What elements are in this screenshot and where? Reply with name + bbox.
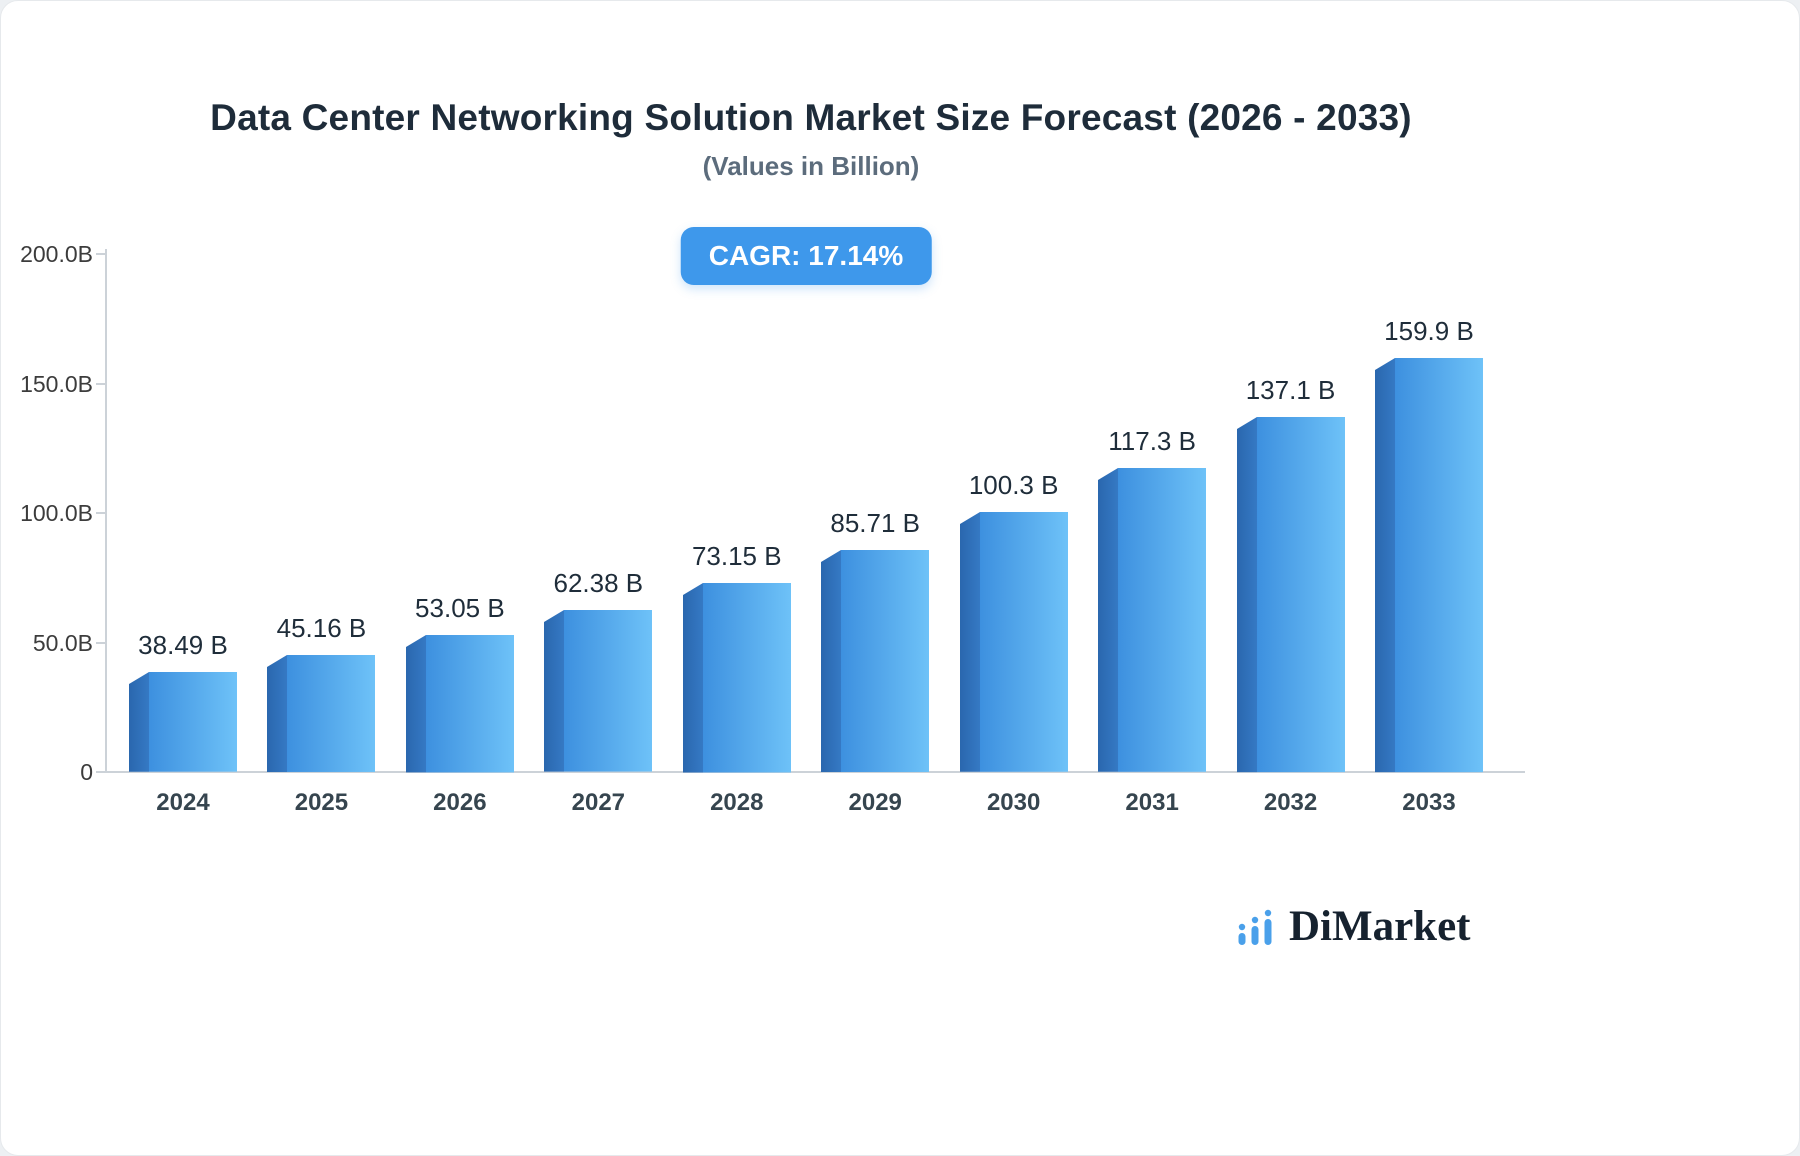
bar-2025 (267, 655, 376, 772)
y-axis-tick-mark (96, 382, 105, 385)
bar-value-label: 53.05 B (415, 592, 505, 623)
bar-2033 (1375, 357, 1483, 772)
bar-2031 (1098, 468, 1207, 772)
bar-value-label: 45.16 B (276, 613, 367, 644)
chart-subtitle: (Values in Billion) (702, 151, 920, 181)
x-axis-tick-label: 2024 (156, 789, 210, 816)
bar-2032 (1236, 416, 1345, 772)
y-axis-line (105, 249, 107, 773)
bar-2026 (405, 634, 514, 772)
bar-value-label: 73.15 B (691, 540, 782, 571)
y-axis-tick-mark (96, 771, 105, 773)
y-axis-tick-label: 100.0B (20, 500, 93, 526)
dimarket-logo-icon (1238, 909, 1272, 945)
dimarket-logo-text: DiMarket (1289, 903, 1471, 950)
x-axis-tick-label: 2033 (1402, 789, 1456, 816)
cagr-badge: CAGR: 17.14% (680, 227, 932, 285)
bar-2027 (544, 610, 653, 772)
x-axis-tick-label: 2029 (848, 789, 902, 816)
x-axis-tick-label: 2026 (433, 789, 487, 816)
x-axis-tick-label: 2030 (986, 789, 1041, 816)
bar-2028 (682, 582, 791, 772)
y-axis-tick-label: 200.0B (20, 241, 93, 267)
bar-value-label: 100.3 B (968, 470, 1059, 501)
y-axis-tick-mark (96, 641, 105, 644)
bar-value-label: 38.49 B (138, 630, 228, 661)
x-axis-tick-label: 2025 (294, 789, 349, 816)
chart-title: Data Center Networking Solution Market S… (210, 97, 1412, 138)
dimarket-logo: DiMarket (1233, 903, 1471, 949)
bar-2030 (959, 512, 1068, 772)
y-axis-tick-mark (96, 512, 105, 514)
x-axis-tick-label: 2028 (710, 789, 764, 816)
bar-value-label: 62.38 B (553, 568, 644, 599)
bar-value-label: 137.1 B (1245, 374, 1336, 405)
y-axis-tick-label: 0 (80, 759, 93, 785)
bar-value-label: 159.9 B (1384, 315, 1474, 346)
x-axis-tick-label: 2032 (1263, 789, 1318, 816)
y-axis-tick-mark (96, 253, 105, 255)
x-axis-tick-label: 2031 (1125, 789, 1179, 816)
x-axis-tick-label: 2027 (571, 789, 626, 816)
bar-2024 (129, 672, 237, 772)
y-axis-tick-label: 50.0B (32, 629, 93, 656)
x-axis-line (105, 771, 1525, 773)
y-axis-tick-label: 150.0B (20, 370, 93, 397)
bar-value-label: 117.3 B (1108, 426, 1196, 457)
bar-value-label: 85.71 B (830, 508, 921, 538)
bar-2029 (821, 550, 930, 772)
